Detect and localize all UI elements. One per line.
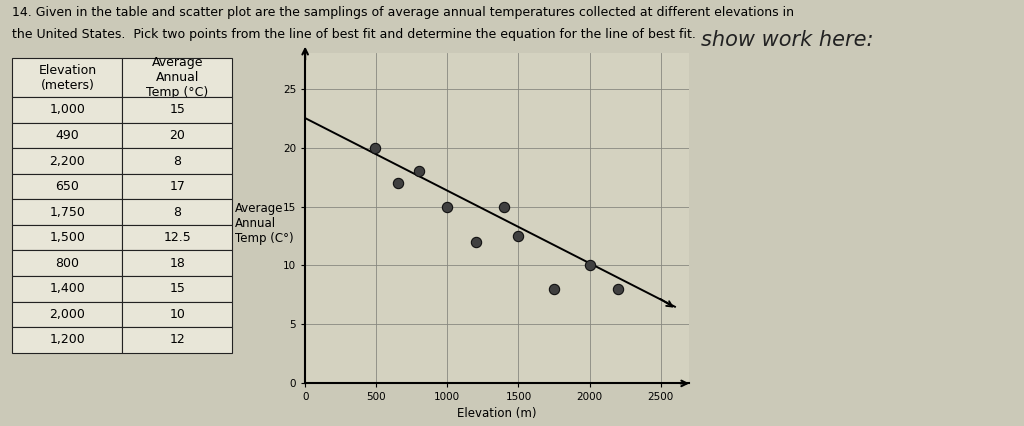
Text: Average
Annual
Temp (C°): Average Annual Temp (C°) (234, 202, 294, 245)
Point (496, 203, 512, 210)
Text: 14. Given in the table and scatter plot are the samplings of average annual temp: 14. Given in the table and scatter plot … (12, 6, 795, 20)
Point (468, 239, 484, 245)
Text: the United States.  Pick two points from the line of best fit and determine the : the United States. Pick two points from … (12, 28, 696, 41)
Point (439, 203, 456, 210)
Point (582, 262, 598, 269)
Point (367, 144, 383, 151)
Point (411, 168, 427, 175)
Point (510, 233, 526, 239)
Text: show work here:: show work here: (701, 30, 873, 50)
Point (610, 286, 627, 293)
X-axis label: Elevation (m): Elevation (m) (458, 406, 537, 420)
Point (546, 286, 562, 293)
Point (389, 179, 406, 186)
